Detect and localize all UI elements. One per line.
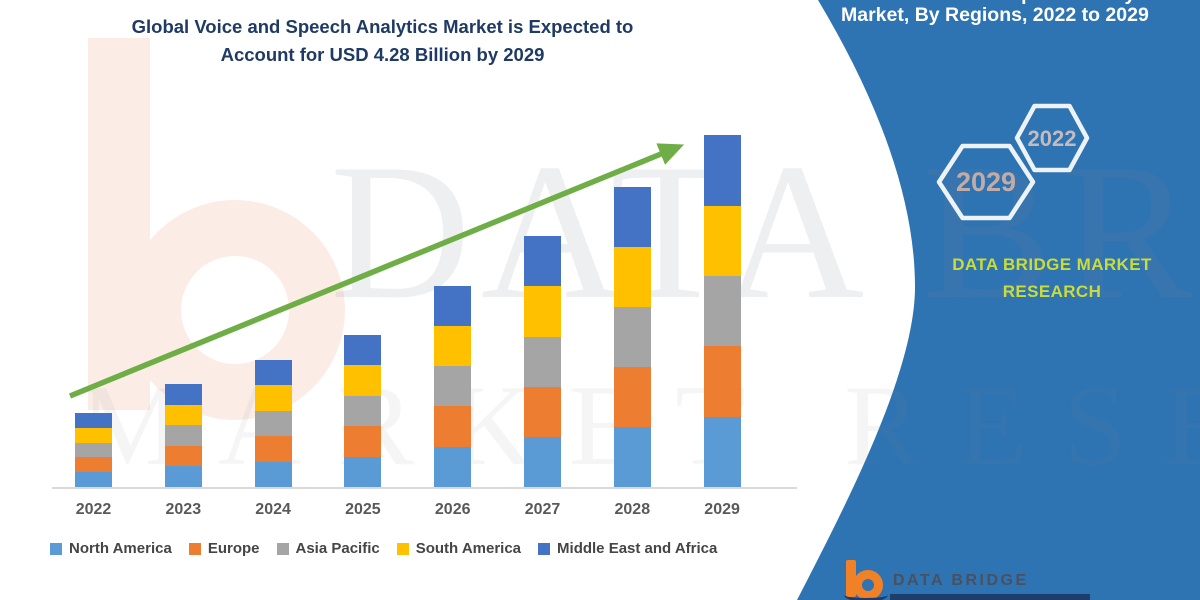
legend-swatch-icon <box>538 542 551 555</box>
x-axis-label-2023: 2023 <box>165 501 202 518</box>
hexagon-2022-icon <box>1014 103 1090 173</box>
bar-segment-north-america <box>164 466 202 487</box>
bar-segment-middle-east-and-africa <box>75 413 112 428</box>
bar-2023 <box>164 384 202 487</box>
x-axis-label-2027: 2027 <box>524 501 561 518</box>
x-axis-line <box>52 487 797 489</box>
bar-segment-europe <box>434 406 472 447</box>
brand-line-1: DATA BRIDGE MARKET <box>952 255 1152 274</box>
bar-segment-asia-pacific <box>703 275 741 347</box>
year-hexagons: 2022 2029 <box>936 103 1090 221</box>
bar-segment-europe <box>613 367 651 427</box>
bar-segment-europe <box>75 457 112 473</box>
bar-segment-north-america <box>703 416 741 487</box>
bar-segment-south-america <box>164 404 202 426</box>
bar-segment-north-america <box>254 461 292 487</box>
bar-segment-asia-pacific <box>254 410 292 437</box>
bar-2026 <box>434 285 472 487</box>
legend-swatch-icon <box>276 542 289 555</box>
hexagon-2029-icon <box>936 143 1036 221</box>
legend-swatch-icon <box>188 542 201 555</box>
bar-segment-europe <box>703 346 741 417</box>
chart-title: Global Voice and Speech Analytics Market… <box>55 13 710 69</box>
legend-item-middle-east-and-africa: Middle East and Africa <box>538 540 717 557</box>
legend: North America Europe Asia Pacific South Ame… <box>50 540 717 557</box>
legend-item-asia-pacific: Asia Pacific <box>276 540 380 557</box>
bar-2022 <box>75 413 112 487</box>
legend-label: North America <box>69 540 172 557</box>
bar-2028 <box>613 187 651 487</box>
x-axis-label-2025: 2025 <box>345 501 381 518</box>
legend-label: Middle East and Africa <box>557 540 718 557</box>
hexagon-2029-label: 2029 <box>956 167 1016 197</box>
legend-item-europe: Europe <box>188 540 260 557</box>
legend-swatch-icon <box>50 542 62 555</box>
legend-label: South America <box>415 540 522 557</box>
bar-segment-middle-east-and-africa <box>703 135 741 206</box>
bar-segment-south-america <box>613 247 651 307</box>
bar-segment-europe <box>344 426 382 457</box>
blue-panel-shape <box>797 0 1200 600</box>
x-axis-label-2024: 2024 <box>255 501 291 518</box>
bar-segment-asia-pacific <box>434 366 472 407</box>
bar-segment-middle-east-and-africa <box>254 359 292 386</box>
bar-segment-middle-east-and-africa <box>613 187 651 247</box>
bar-segment-europe <box>524 386 561 437</box>
bar-segment-north-america <box>613 427 651 487</box>
bar-segment-asia-pacific <box>613 307 651 367</box>
bar-segment-north-america <box>344 456 382 487</box>
x-axis-label-2029: 2029 <box>704 501 740 518</box>
bar-2024 <box>254 359 292 487</box>
bar-segment-middle-east-and-africa <box>524 236 561 287</box>
brand-name: DATA BRIDGE MARKET RESEARCH <box>928 251 1176 305</box>
panel-heading-clipped: Global Voice and Speech Analytics <box>846 0 1198 6</box>
x-axis-label-2028: 2028 <box>614 501 651 518</box>
footer-logo-tagline-bar <box>890 594 1090 600</box>
bar-segment-south-america <box>703 205 741 276</box>
bar-segment-europe <box>254 436 292 462</box>
chart-title-line-2: Account for USD 4.28 Billion by 2029 <box>220 43 545 65</box>
bar-segment-north-america <box>434 446 472 487</box>
bar-segment-middle-east-and-africa <box>164 384 202 405</box>
bar-segment-asia-pacific <box>344 395 382 427</box>
legend-label: Asia Pacific <box>295 540 380 557</box>
bar-segment-north-america <box>75 472 112 487</box>
panel-heading: Market, By Regions, 2022 to 2029 <box>841 4 1149 26</box>
legend-swatch-icon <box>396 542 409 555</box>
bar-segment-south-america <box>344 365 382 396</box>
bar-segment-asia-pacific <box>164 425 202 446</box>
bar-2029 <box>703 135 741 487</box>
bar-segment-asia-pacific <box>524 336 561 387</box>
footer-logo-brand: DATA BRIDGE <box>893 572 1029 589</box>
legend-item-south-america: South America <box>396 540 522 557</box>
footer-logo-swoosh-icon <box>844 588 888 600</box>
legend-label: Europe <box>207 540 260 557</box>
bar-segment-middle-east-and-africa <box>434 285 472 326</box>
bar-2025 <box>344 334 382 487</box>
bar-segment-europe <box>164 445 202 467</box>
bar-segment-asia-pacific <box>75 442 112 458</box>
footer-logo-b-icon <box>846 560 856 597</box>
legend-item-north-america: North America <box>50 540 172 557</box>
x-axis-label-2026: 2026 <box>434 501 471 518</box>
bar-2027 <box>524 236 561 487</box>
bar-segment-south-america <box>254 385 292 411</box>
bar-segment-south-america <box>75 427 112 443</box>
bar-segment-south-america <box>434 325 472 367</box>
bar-segment-south-america <box>524 286 561 337</box>
hexagon-2022-label: 2022 <box>1028 126 1077 151</box>
bar-segment-middle-east-and-africa <box>344 334 382 366</box>
chart-title-line-1: Global Voice and Speech Analytics Market… <box>131 16 634 37</box>
bar-segment-north-america <box>524 436 561 487</box>
x-axis-label-2022: 2022 <box>75 501 112 518</box>
brand-line-2: RESEARCH <box>1002 282 1102 302</box>
